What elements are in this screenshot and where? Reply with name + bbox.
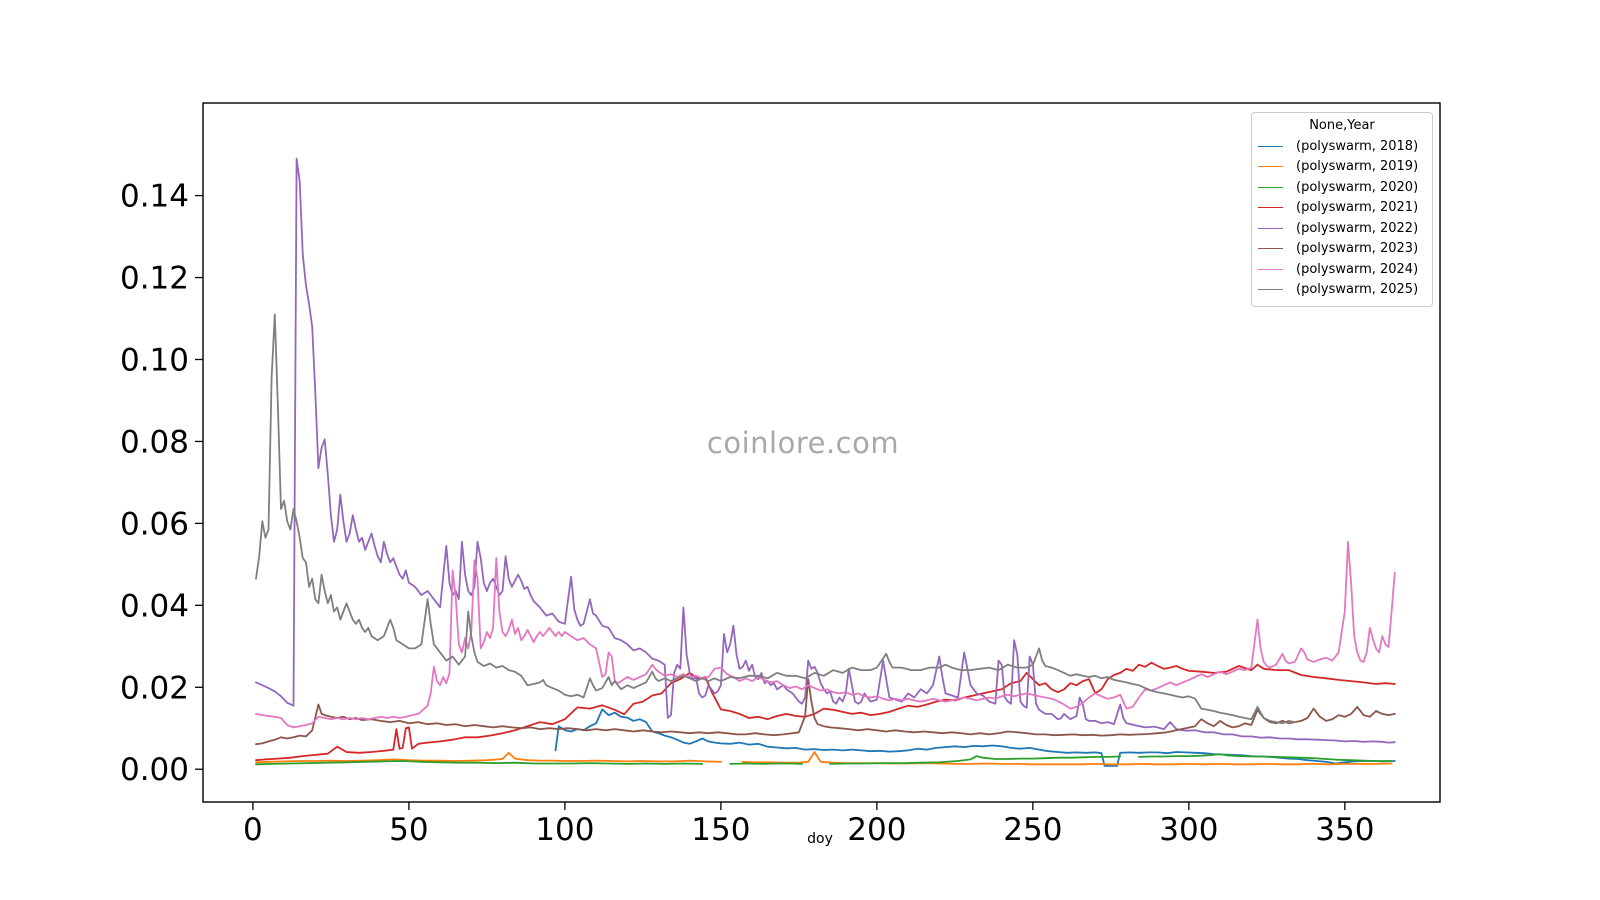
legend-label-2019: (polyswarm, 2019) — [1296, 159, 1419, 175]
legend-line-swatch-2025 — [1258, 289, 1283, 291]
watermark: coinlore.com — [706, 426, 900, 460]
legend-line-swatch-2023 — [1258, 248, 1283, 250]
y-tick-label: 0.12 — [120, 261, 189, 297]
x-tick-label: 150 — [691, 812, 750, 848]
legend-line-swatch-2024 — [1258, 268, 1283, 270]
series-line-2024 — [255, 540, 1396, 729]
legend-label-2025: (polyswarm, 2025) — [1296, 282, 1419, 298]
legend-label-2024: (polyswarm, 2024) — [1296, 261, 1419, 277]
legend-line-swatch-2019 — [1258, 166, 1283, 168]
legend-items: (polyswarm, 2018) (polyswarm, 2019) (polys… — [1258, 136, 1426, 300]
y-tick-label: 0.04 — [120, 588, 189, 624]
legend-item-2023: (polyswarm, 2023) — [1258, 239, 1426, 260]
x-axis-title: doy — [807, 831, 833, 847]
x-tick-label: 200 — [847, 812, 906, 848]
y-tick-label: 0.08 — [120, 424, 189, 460]
x-tick-label: 0 — [243, 812, 263, 848]
legend-item-2025: (polyswarm, 2025) — [1258, 280, 1426, 301]
y-tick-label: 0.10 — [120, 342, 189, 378]
legend-item-2021: (polyswarm, 2021) — [1258, 198, 1426, 219]
legend-item-2022: (polyswarm, 2022) — [1258, 218, 1426, 239]
x-tick-label: 300 — [1159, 812, 1218, 848]
y-tick-label: 0.06 — [120, 506, 189, 542]
series-line-2023 — [255, 678, 1396, 746]
legend-line-swatch-2021 — [1258, 207, 1283, 209]
series-line-2020 — [1138, 753, 1393, 762]
series-line-2020 — [255, 760, 704, 766]
x-tick-label: 250 — [1003, 812, 1062, 848]
series-line-2019 — [255, 751, 722, 764]
legend-label-2021: (polyswarm, 2021) — [1296, 200, 1419, 216]
legend-line-swatch-2022 — [1258, 227, 1283, 229]
y-tick-label: 0.00 — [120, 752, 189, 788]
x-tick-label: 100 — [535, 812, 594, 848]
y-tick-label: 0.14 — [120, 179, 189, 215]
legend-item-2024: (polyswarm, 2024) — [1258, 259, 1426, 280]
legend-label-2020: (polyswarm, 2020) — [1296, 179, 1419, 195]
series-line-2019 — [741, 751, 1393, 766]
series-line-2021 — [255, 661, 1396, 762]
plot-frame — [202, 102, 1441, 803]
legend-label-2018: (polyswarm, 2018) — [1296, 138, 1419, 154]
legend-label-2023: (polyswarm, 2023) — [1296, 241, 1419, 257]
legend-item-2018: (polyswarm, 2018) — [1258, 136, 1426, 157]
y-tick-label: 0.02 — [120, 670, 189, 706]
series-line-2022 — [255, 157, 1396, 744]
legend: None,Year (polyswarm, 2018) (polyswarm, 2… — [1251, 112, 1433, 307]
legend-item-2020: (polyswarm, 2020) — [1258, 177, 1426, 198]
x-tick-label: 50 — [389, 812, 428, 848]
legend-title: None,Year — [1309, 118, 1375, 133]
series-line-2025 — [255, 313, 1296, 725]
legend-label-2022: (polyswarm, 2022) — [1296, 220, 1419, 236]
x-tick-label: 350 — [1315, 812, 1374, 848]
series-line-2020 — [829, 755, 1122, 765]
legend-item-2019: (polyswarm, 2019) — [1258, 157, 1426, 178]
legend-line-swatch-2020 — [1258, 186, 1283, 188]
legend-line-swatch-2018 — [1258, 145, 1283, 147]
